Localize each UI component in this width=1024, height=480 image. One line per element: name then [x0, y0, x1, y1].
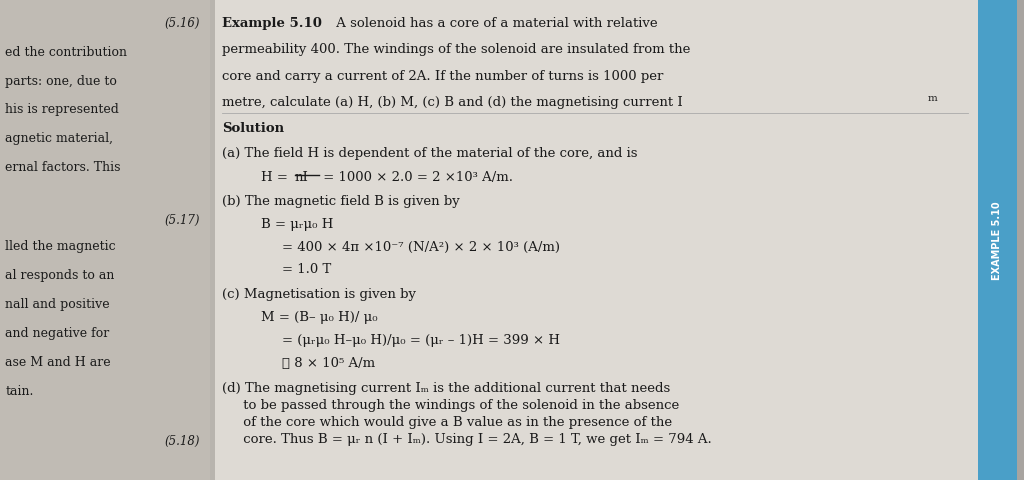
Text: nall and positive: nall and positive [5, 298, 110, 311]
Text: his is represented: his is represented [5, 103, 119, 116]
Text: (5.18): (5.18) [164, 434, 200, 447]
Text: and negative for: and negative for [5, 326, 110, 339]
Text: ase M and H are: ase M and H are [5, 355, 111, 368]
Text: M = (B– μ₀ H)/ μ₀: M = (B– μ₀ H)/ μ₀ [261, 311, 378, 324]
Text: (5.16): (5.16) [164, 17, 200, 30]
Text: H =: H = [261, 170, 292, 183]
Text: (a) The field H is dependent of the material of the core, and is: (a) The field H is dependent of the mate… [222, 147, 638, 160]
Text: = 1000 × 2.0 = 2 ×10³ A/m.: = 1000 × 2.0 = 2 ×10³ A/m. [319, 170, 513, 183]
Text: parts: one, due to: parts: one, due to [5, 74, 117, 87]
Text: (5.17): (5.17) [164, 214, 200, 227]
Text: core and carry a current of 2A. If the number of turns is 1000 per: core and carry a current of 2A. If the n… [222, 70, 664, 83]
Text: = (μᵣμ₀ H–μ₀ H)/μ₀ = (μᵣ – 1)H = 399 × H: = (μᵣμ₀ H–μ₀ H)/μ₀ = (μᵣ – 1)H = 399 × H [282, 333, 559, 346]
Text: permeability 400. The windings of the solenoid are insulated from the: permeability 400. The windings of the so… [222, 43, 690, 56]
Text: = 1.0 T: = 1.0 T [282, 263, 331, 276]
Text: ≅ 8 × 10⁵ A/m: ≅ 8 × 10⁵ A/m [282, 356, 375, 369]
Text: (b) The magnetic field B is given by: (b) The magnetic field B is given by [222, 194, 460, 207]
Text: Solution: Solution [222, 121, 285, 134]
Text: (d) The magnetising current Iₘ is the additional current that needs
     to be p: (d) The magnetising current Iₘ is the ad… [222, 382, 712, 445]
Text: nI: nI [295, 170, 309, 183]
Text: agnetic material,: agnetic material, [5, 132, 113, 145]
Bar [1017, 0, 1024, 480]
Text: EXAMPLE 5.10: EXAMPLE 5.10 [992, 201, 1002, 279]
Bar [0, 0, 210, 480]
Text: ed the contribution: ed the contribution [5, 46, 127, 59]
Text: B = μᵣμ₀ H: B = μᵣμ₀ H [261, 218, 334, 231]
Text: al responds to an: al responds to an [5, 269, 115, 282]
Text: (c) Magnetisation is given by: (c) Magnetisation is given by [222, 287, 416, 300]
Bar [215, 0, 978, 480]
Text: Example 5.10: Example 5.10 [222, 17, 323, 30]
Text: = 400 × 4π ×10⁻⁷ (N/A²) × 2 × 10³ (A/m): = 400 × 4π ×10⁻⁷ (N/A²) × 2 × 10³ (A/m) [282, 240, 559, 253]
Text: lled the magnetic: lled the magnetic [5, 240, 116, 253]
Text: ernal factors. This: ernal factors. This [5, 161, 121, 174]
Text: tain.: tain. [5, 384, 34, 397]
Bar [978, 0, 1017, 480]
Text: metre, calculate (a) H, (b) M, (c) B and (d) the magnetising current I: metre, calculate (a) H, (b) M, (c) B and… [222, 96, 683, 109]
Text: A solenoid has a core of a material with relative: A solenoid has a core of a material with… [332, 17, 657, 30]
Text: m: m [928, 94, 938, 103]
